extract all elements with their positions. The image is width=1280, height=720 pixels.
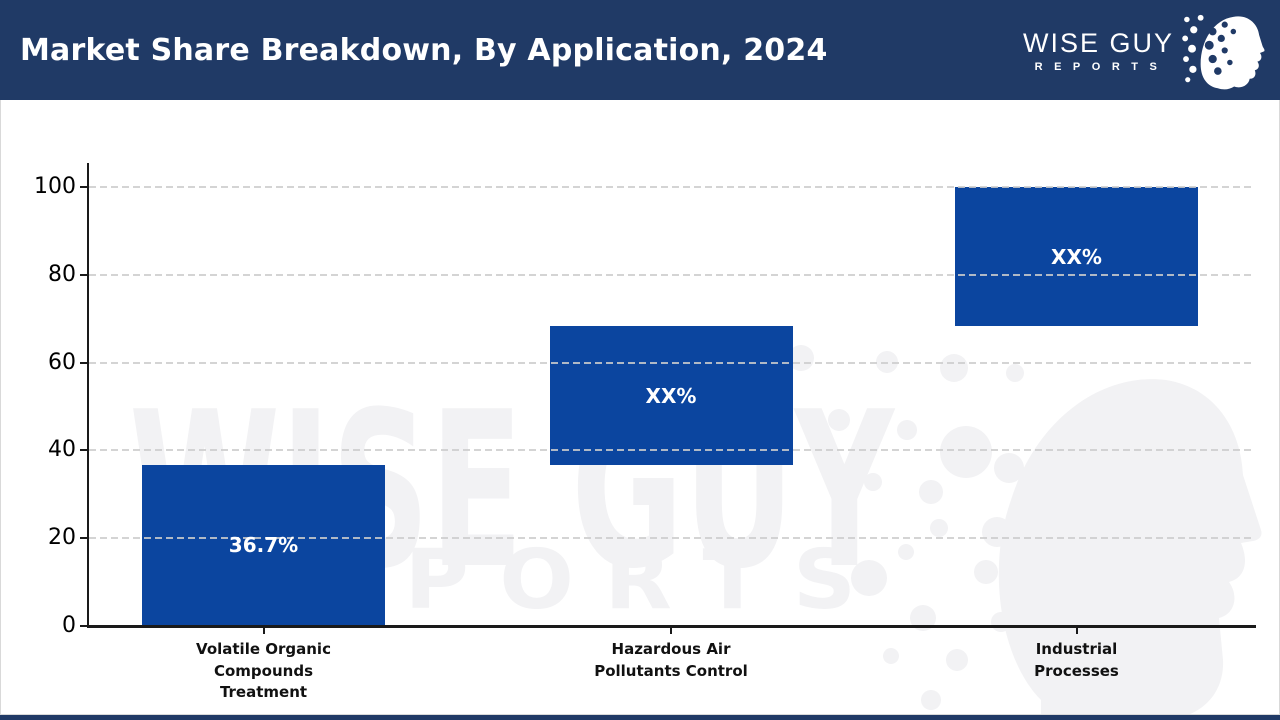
category-label-line: Industrial — [1035, 640, 1118, 658]
footer-divider — [0, 714, 1280, 715]
page-title: Market Share Breakdown, By Application, … — [20, 32, 828, 68]
bar — [549, 326, 793, 465]
wise-guy-head-icon — [1182, 14, 1265, 90]
gridline — [89, 186, 1254, 188]
brand-name: WISE GUY — [1022, 27, 1174, 58]
y-tick-label: 60 — [48, 349, 76, 375]
brand-subtitle: REPORTS — [1034, 60, 1169, 73]
bar — [955, 187, 1198, 327]
y-tick-mark — [80, 625, 87, 627]
y-tick-label: 0 — [62, 613, 76, 638]
x-tick-mark — [1075, 627, 1078, 634]
footer-bar — [0, 715, 1280, 720]
y-tick-label: 20 — [48, 525, 76, 551]
x-tick-mark — [670, 627, 672, 634]
category-label-line: Treatment — [219, 683, 308, 701]
y-tick-mark — [80, 273, 87, 276]
category-label: Volatile Organic Compounds Treatment — [114, 639, 414, 704]
brand-logo: WISE GUY REPORTS — [1023, 0, 1266, 100]
bar-value-label: 36.7% — [228, 533, 299, 558]
header-bar: Market Share Breakdown, By Application, … — [0, 0, 1280, 100]
category-label: Hazardous Air Pollutants Control — [521, 639, 821, 682]
gridline — [89, 537, 1254, 540]
x-axis-line — [87, 625, 1256, 628]
y-tick-mark — [80, 537, 87, 540]
gridline — [89, 361, 1254, 364]
x-tick-mark — [262, 627, 265, 634]
category-label-line: Pollutants Control — [594, 661, 748, 680]
bar-value-label: XX% — [645, 383, 697, 408]
gridline — [89, 449, 1254, 452]
y-tick-label: 80 — [48, 261, 76, 287]
category-label-line: Compounds — [213, 661, 313, 680]
y-tick-mark — [80, 449, 87, 452]
y-tick-label: 100 — [34, 174, 76, 199]
category-label-line: Processes — [1034, 661, 1119, 680]
y-axis-line — [87, 163, 89, 628]
y-tick-mark — [80, 361, 87, 364]
category-label: Industrial Processes — [927, 639, 1227, 682]
bar — [142, 464, 385, 626]
bar-value-label: XX% — [1051, 244, 1102, 269]
brand-text: WISE GUY REPORTS — [1023, 28, 1174, 73]
gridline — [89, 273, 1254, 276]
y-tick-label: 40 — [48, 437, 76, 463]
category-label-line: Hazardous Air — [611, 640, 731, 658]
y-tick-mark — [80, 186, 87, 188]
category-label-line: Volatile Organic — [196, 640, 331, 658]
